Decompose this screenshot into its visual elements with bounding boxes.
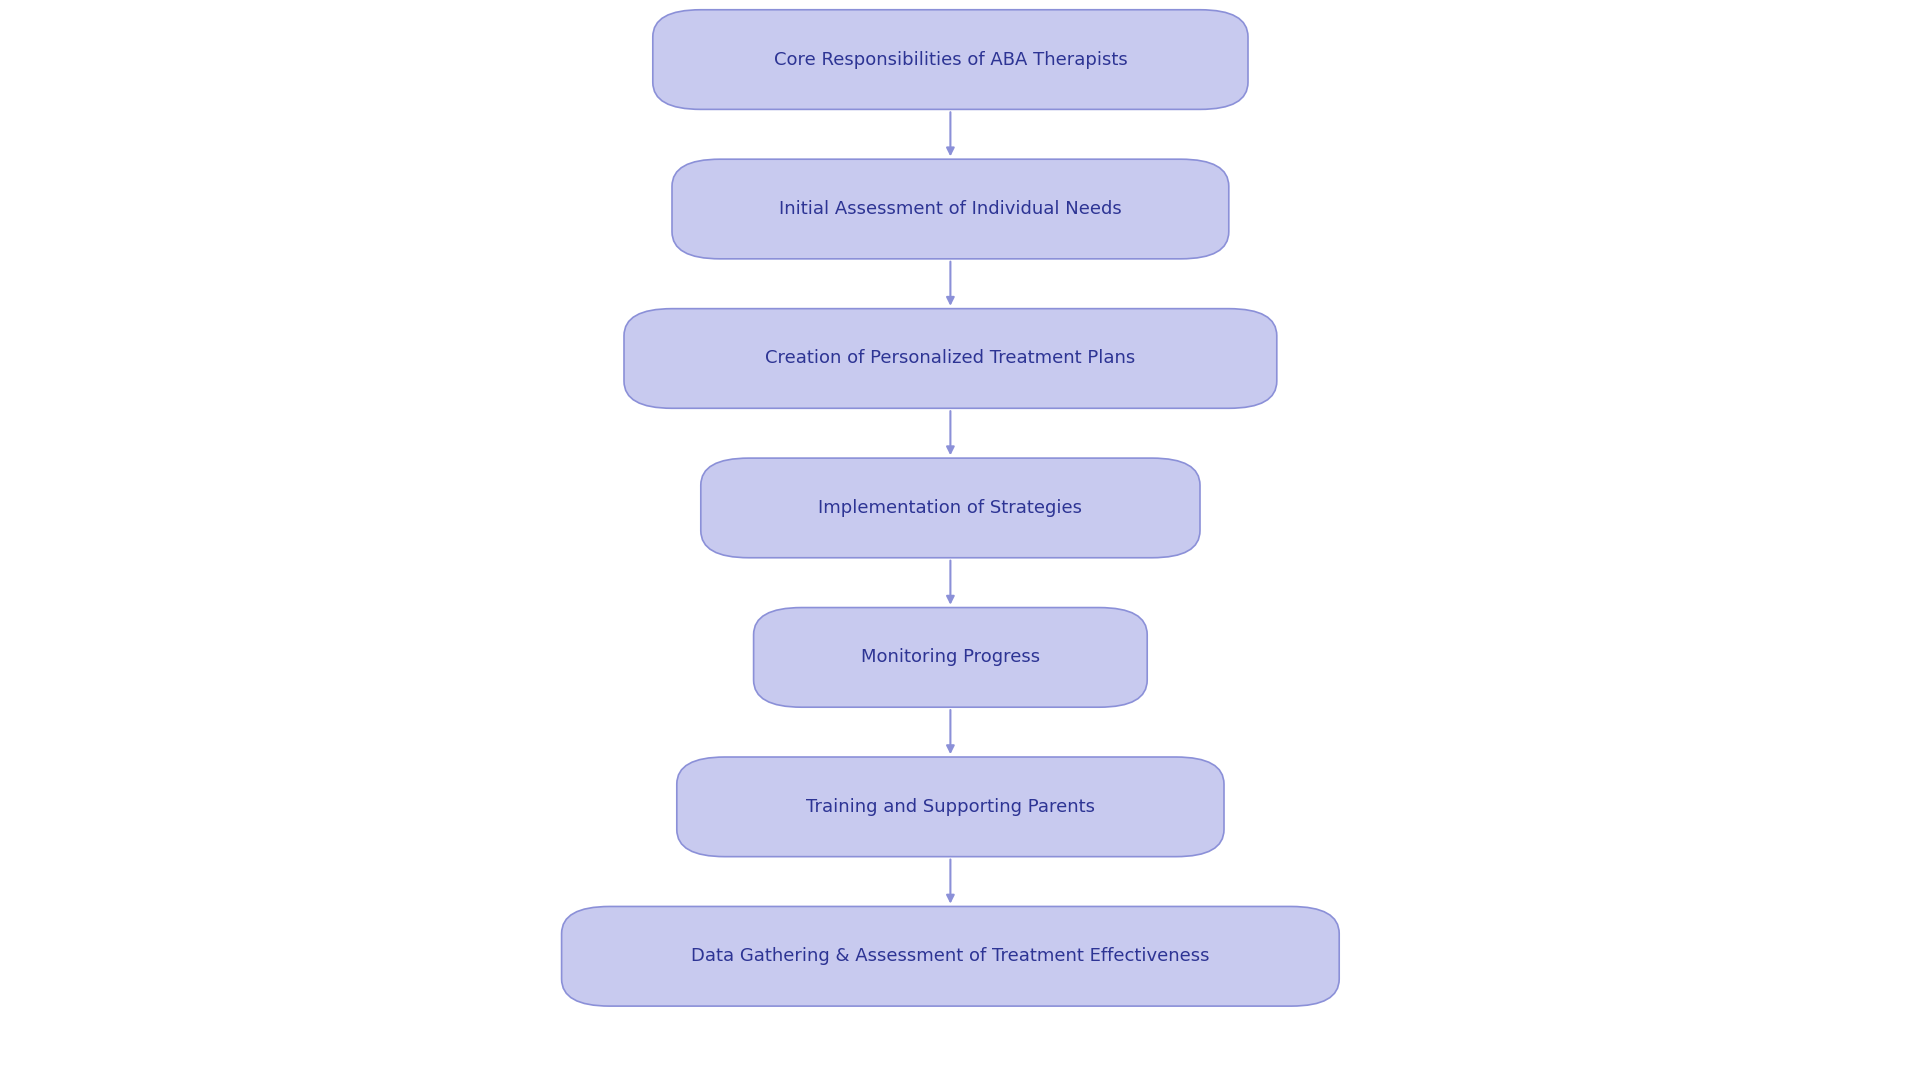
FancyBboxPatch shape <box>653 10 1248 109</box>
FancyBboxPatch shape <box>701 458 1200 558</box>
Text: Initial Assessment of Individual Needs: Initial Assessment of Individual Needs <box>780 200 1121 218</box>
Text: Creation of Personalized Treatment Plans: Creation of Personalized Treatment Plans <box>766 350 1135 367</box>
Text: Monitoring Progress: Monitoring Progress <box>860 649 1041 666</box>
FancyBboxPatch shape <box>676 757 1225 857</box>
Text: Implementation of Strategies: Implementation of Strategies <box>818 499 1083 517</box>
Text: Core Responsibilities of ABA Therapists: Core Responsibilities of ABA Therapists <box>774 51 1127 68</box>
Text: Data Gathering & Assessment of Treatment Effectiveness: Data Gathering & Assessment of Treatment… <box>691 948 1210 965</box>
FancyBboxPatch shape <box>672 159 1229 259</box>
Text: Training and Supporting Parents: Training and Supporting Parents <box>806 798 1094 815</box>
FancyBboxPatch shape <box>561 906 1340 1006</box>
FancyBboxPatch shape <box>753 608 1146 707</box>
FancyBboxPatch shape <box>624 309 1277 408</box>
